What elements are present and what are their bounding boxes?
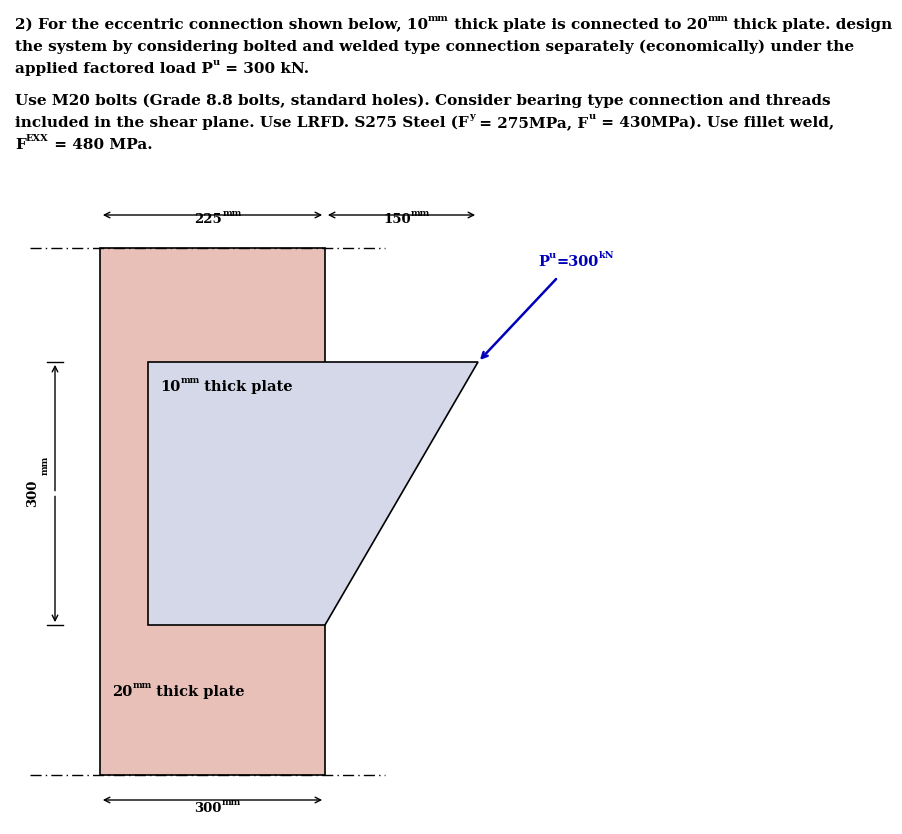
Text: mm: mm bbox=[222, 209, 241, 218]
Text: P: P bbox=[538, 255, 548, 269]
Text: mm: mm bbox=[132, 681, 152, 690]
Text: u: u bbox=[588, 112, 595, 121]
Polygon shape bbox=[100, 248, 325, 775]
Text: 2) For the eccentric connection shown below, 10: 2) For the eccentric connection shown be… bbox=[15, 18, 428, 33]
Text: applied factored load P: applied factored load P bbox=[15, 62, 213, 76]
Text: = 480 MPa.: = 480 MPa. bbox=[49, 138, 152, 152]
Text: Use M20 bolts (Grade 8.8 bolts, standard holes). Consider bearing type connectio: Use M20 bolts (Grade 8.8 bolts, standard… bbox=[15, 94, 830, 108]
Text: u: u bbox=[548, 251, 556, 260]
Text: 300: 300 bbox=[26, 480, 40, 507]
Text: y: y bbox=[468, 112, 474, 121]
Text: thick plate: thick plate bbox=[199, 380, 293, 394]
Text: included in the shear plane. Use LRFD. S275 Steel (F: included in the shear plane. Use LRFD. S… bbox=[15, 116, 468, 130]
Text: 10: 10 bbox=[160, 380, 180, 394]
Text: thick plate: thick plate bbox=[152, 685, 244, 699]
Text: the system by considering bolted and welded type connection separately (economic: the system by considering bolted and wel… bbox=[15, 40, 853, 54]
Text: 300: 300 bbox=[194, 802, 222, 815]
Text: mm: mm bbox=[428, 14, 448, 23]
Text: =300: =300 bbox=[556, 255, 598, 269]
Text: = 275MPa, F: = 275MPa, F bbox=[474, 116, 588, 130]
Text: mm: mm bbox=[222, 798, 241, 807]
Text: u: u bbox=[213, 58, 220, 67]
Text: EXX: EXX bbox=[26, 134, 49, 143]
Text: = 430MPa). Use fillet weld,: = 430MPa). Use fillet weld, bbox=[595, 116, 833, 130]
Text: = 300 kN.: = 300 kN. bbox=[220, 62, 308, 76]
Polygon shape bbox=[148, 362, 477, 625]
Text: mm: mm bbox=[180, 376, 199, 385]
Text: kN: kN bbox=[598, 251, 613, 260]
Text: 225: 225 bbox=[194, 213, 222, 226]
Text: mm: mm bbox=[410, 209, 430, 218]
Text: F: F bbox=[15, 138, 26, 152]
Text: thick plate. design: thick plate. design bbox=[728, 18, 892, 32]
Text: mm: mm bbox=[41, 456, 50, 475]
Text: mm: mm bbox=[707, 14, 728, 23]
Text: 150: 150 bbox=[383, 213, 410, 226]
Text: 20: 20 bbox=[112, 685, 132, 699]
Text: thick plate is connected to 20: thick plate is connected to 20 bbox=[448, 18, 707, 32]
